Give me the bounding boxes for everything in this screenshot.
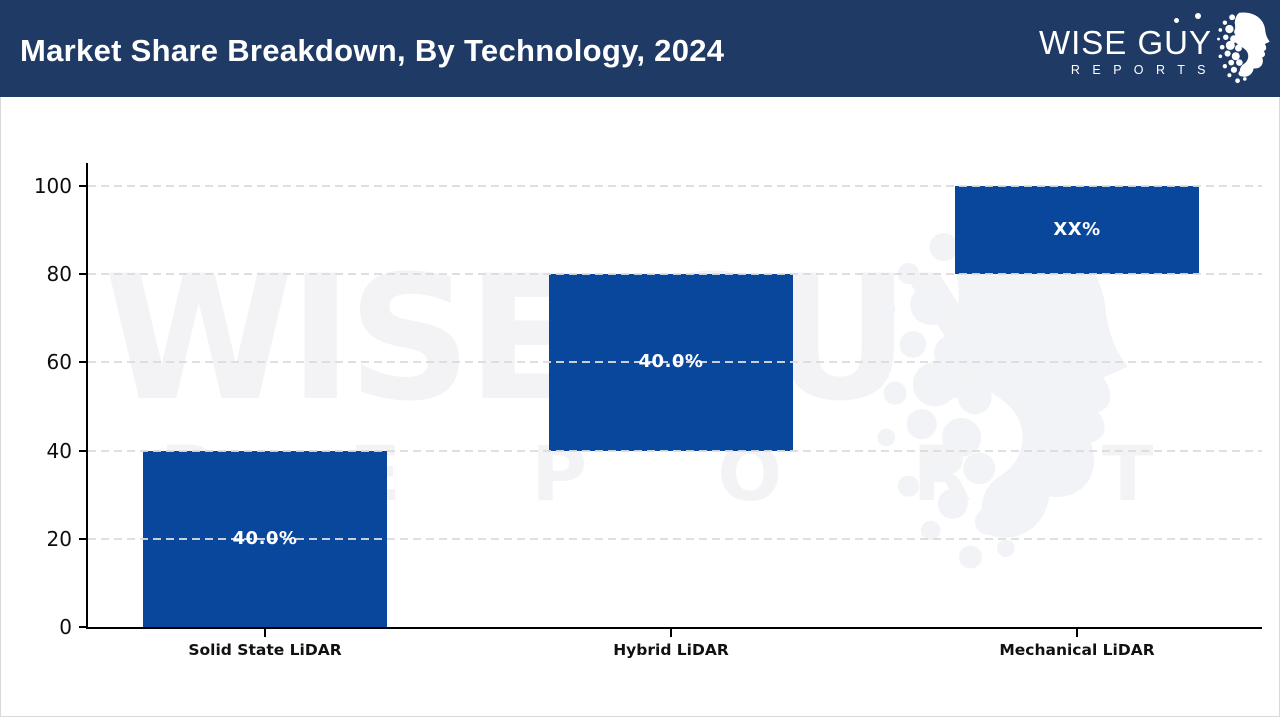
header-bar: Market Share Breakdown, By Technology, 2… — [0, 0, 1280, 97]
gridline-80 — [88, 273, 1262, 276]
logo-dot-icon — [1174, 18, 1179, 23]
y-tick-mark — [79, 626, 87, 628]
logo-sub-text: R E P O R T S — [1070, 63, 1210, 77]
y-tick-label: 20 — [46, 526, 72, 551]
y-tick-label: 0 — [59, 615, 72, 639]
bar-value-label: XX% — [1053, 219, 1101, 241]
x-axis-line — [86, 627, 1262, 629]
logo-name-text: WISE GUY — [1038, 24, 1212, 61]
y-tick-label: 100 — [33, 174, 72, 198]
y-tick-label: 60 — [46, 350, 72, 375]
bar-value-label: 40.0% — [232, 527, 298, 549]
logo-dot-icon — [1195, 13, 1201, 19]
y-tick-mark — [79, 361, 87, 364]
gridline-40 — [88, 449, 1262, 452]
y-tick-mark — [79, 449, 87, 452]
y-tick-label: 40 — [46, 438, 72, 463]
x-tick-mark — [1076, 629, 1078, 637]
gridline-20 — [88, 537, 1262, 540]
bar-value-label: 40.0% — [638, 351, 704, 373]
wiseguy-logo: WISE GUY R E P O R T S — [1024, 6, 1274, 92]
x-axis-label-solid-state-lidar: Solid State LiDAR — [188, 641, 342, 659]
gridline-60 — [88, 361, 1262, 364]
x-tick-mark — [264, 629, 266, 637]
wiseguy-face-icon — [1217, 12, 1270, 84]
y-tick-mark — [79, 537, 87, 540]
bar-mechanical-lidar — [955, 186, 1199, 275]
gridline-100 — [88, 185, 1262, 187]
x-axis-label-mechanical-lidar: Mechanical LiDAR — [999, 641, 1155, 659]
y-tick-mark — [79, 273, 87, 276]
x-axis-label-hybrid-lidar: Hybrid LiDAR — [613, 641, 729, 659]
x-tick-mark — [670, 629, 672, 637]
chart-title: Market Share Breakdown, By Technology, 2… — [20, 33, 725, 68]
y-tick-mark — [79, 185, 87, 187]
y-tick-label: 80 — [46, 262, 72, 287]
y-axis-line — [86, 163, 88, 629]
